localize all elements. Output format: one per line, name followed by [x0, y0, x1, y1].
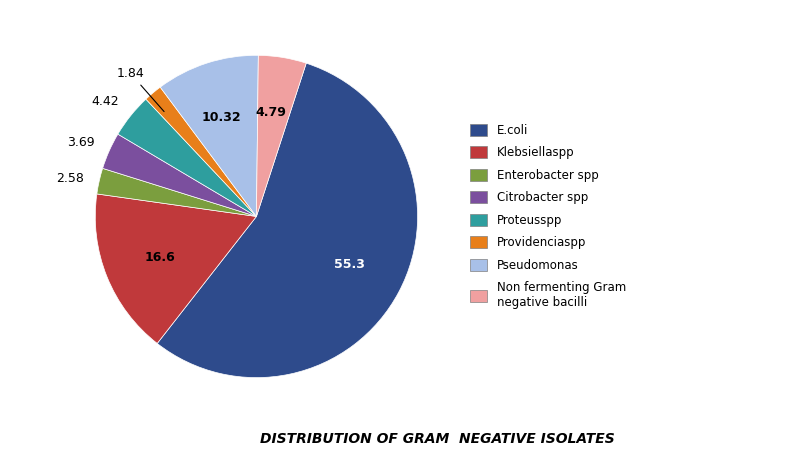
Text: 10.32: 10.32 — [202, 111, 241, 124]
Text: 2.58: 2.58 — [56, 172, 84, 185]
Wedge shape — [146, 87, 256, 217]
Text: 1.84: 1.84 — [117, 67, 164, 111]
Text: 4.42: 4.42 — [91, 95, 119, 108]
Wedge shape — [103, 134, 256, 217]
Text: 16.6: 16.6 — [145, 251, 175, 264]
Wedge shape — [157, 63, 417, 378]
Text: 55.3: 55.3 — [334, 258, 365, 271]
Wedge shape — [97, 168, 256, 217]
Wedge shape — [118, 99, 256, 217]
Legend: E.coli, Klebsiellaspp, Enterobacter spp, Citrobacter spp, Proteusspp, Providenci: E.coli, Klebsiellaspp, Enterobacter spp,… — [464, 118, 632, 315]
Text: 3.69: 3.69 — [68, 136, 95, 149]
Text: 4.79: 4.79 — [255, 106, 286, 119]
Text: DISTRIBUTION OF GRAM  NEGATIVE ISOLATES: DISTRIBUTION OF GRAM NEGATIVE ISOLATES — [259, 432, 615, 446]
Wedge shape — [256, 55, 307, 217]
Wedge shape — [160, 55, 259, 217]
Wedge shape — [95, 194, 256, 344]
